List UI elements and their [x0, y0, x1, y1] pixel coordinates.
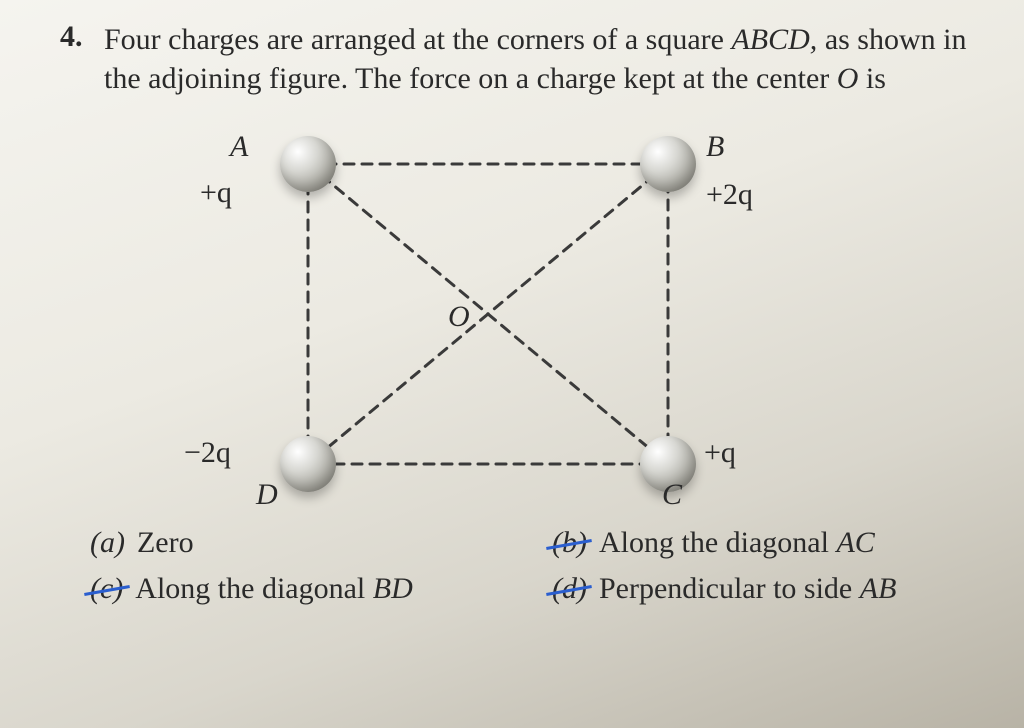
- option-c-text: Along the diagonal BD: [135, 572, 412, 606]
- option-a: (a) Zero: [90, 526, 522, 560]
- figure: A B C D +q +2q +q −2q O: [170, 116, 790, 516]
- option-b-pre: Along the diagonal: [599, 526, 836, 559]
- charge-d: −2q: [184, 436, 231, 470]
- option-c-it: BD: [373, 572, 413, 605]
- option-d: (d) Perpendicular to side AB: [552, 572, 984, 606]
- question-text-part1: Four charges are arranged at the corners…: [104, 23, 731, 56]
- charge-b: +2q: [706, 178, 753, 212]
- label-a: A: [230, 130, 248, 164]
- option-b-it: AC: [836, 526, 874, 559]
- charge-c: +q: [704, 436, 736, 470]
- question-block: 4. Four charges are arranged at the corn…: [60, 20, 984, 98]
- question-text: Four charges are arranged at the corners…: [104, 20, 984, 98]
- node-a: [280, 136, 336, 192]
- figure-lines: [170, 116, 790, 516]
- option-a-text: Zero: [137, 526, 194, 560]
- option-c: (c) Along the diagonal BD: [90, 572, 522, 606]
- page: 4. Four charges are arranged at the corn…: [0, 0, 1024, 728]
- option-b-label: (b): [552, 526, 587, 560]
- label-c: C: [662, 478, 682, 512]
- option-d-text: Perpendicular to side AB: [599, 572, 896, 606]
- label-b: B: [706, 130, 724, 164]
- question-text-part3: is: [858, 62, 886, 95]
- center-o-label: O: [448, 300, 470, 334]
- option-b: (b) Along the diagonal AC: [552, 526, 984, 560]
- label-d: D: [256, 478, 278, 512]
- option-a-label: (a): [90, 526, 125, 560]
- square-name: ABCD,: [731, 23, 817, 56]
- node-d: [280, 436, 336, 492]
- option-d-it: AB: [860, 572, 897, 605]
- option-b-text: Along the diagonal AC: [599, 526, 875, 560]
- option-d-label: (d): [552, 572, 587, 606]
- center-name: O: [837, 62, 859, 95]
- question-number: 4.: [60, 20, 104, 54]
- options: (a) Zero (b) Along the diagonal AC (c) A…: [60, 526, 984, 606]
- option-d-pre: Perpendicular to side: [599, 572, 860, 605]
- node-b: [640, 136, 696, 192]
- option-c-label: (c): [90, 572, 123, 606]
- charge-a: +q: [200, 176, 232, 210]
- option-c-pre: Along the diagonal: [135, 572, 372, 605]
